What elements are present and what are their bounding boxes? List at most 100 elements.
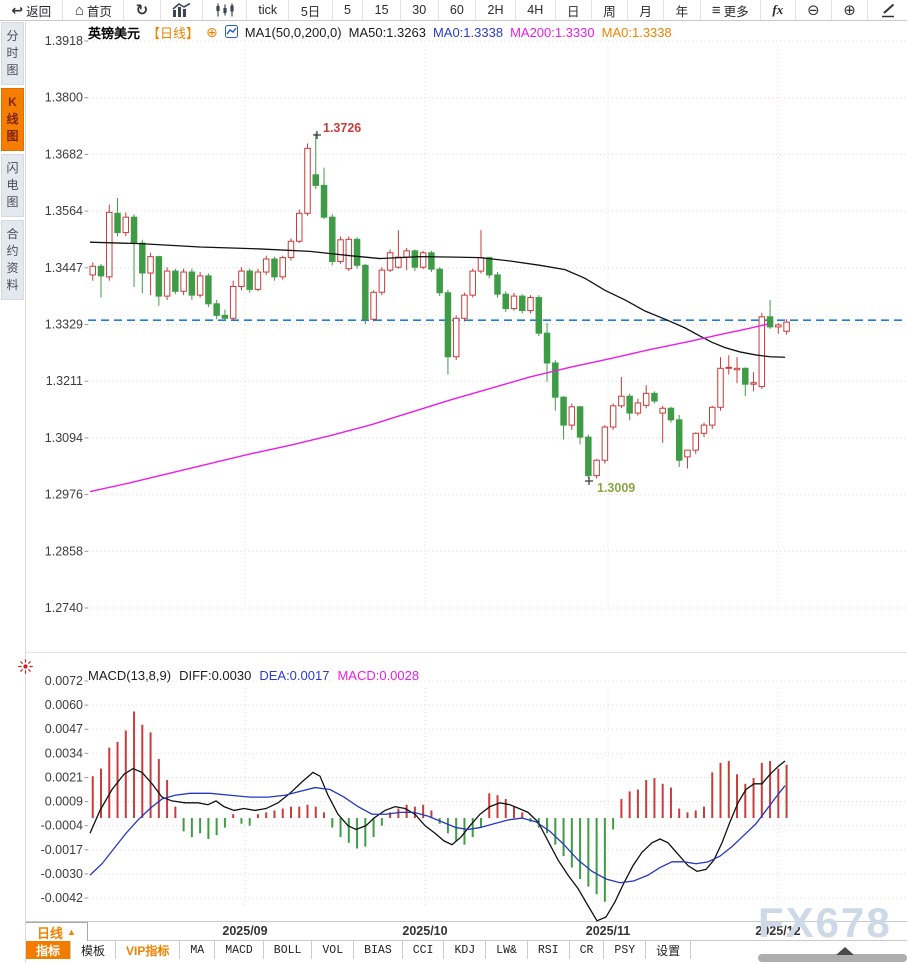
indicator-tab-bar: 指标 模板 VIP指标 MA MACD BOLL VOL BIAS CCI KDJ LW& RSI CR…	[25, 941, 692, 959]
home-button[interactable]: ⌂ 首页	[63, 0, 125, 20]
ma50-line	[89, 241, 786, 358]
macd-histogram	[91, 711, 788, 902]
horizontal-scrollbar[interactable]	[758, 954, 907, 962]
ma200-value: MA200:1.3330	[510, 25, 595, 40]
period-selector-label: 日线	[37, 925, 64, 941]
more-button[interactable]: ≡ 更多	[701, 0, 762, 20]
interval-tick-button[interactable]: tick	[247, 0, 290, 20]
zoom-out-button[interactable]: ⊖	[796, 0, 832, 20]
candles-layer	[89, 133, 790, 479]
svg-text:1.3094: 1.3094	[45, 431, 83, 445]
tab-ma[interactable]: MA	[180, 941, 216, 959]
draw-button[interactable]	[868, 0, 907, 20]
svg-text:1.3682: 1.3682	[45, 147, 83, 161]
chart-type-sidebar: 分 时 图 K 线 图闪 电 图合 约 资 料	[0, 20, 25, 963]
svg-text:0.0047: 0.0047	[45, 722, 83, 736]
svg-text:-0.0004: -0.0004	[41, 819, 83, 833]
add-indicator-icon[interactable]: ⊕	[206, 24, 218, 40]
svg-text:1.2976: 1.2976	[45, 488, 83, 502]
svg-text:-0.0017: -0.0017	[41, 843, 83, 857]
ma50-value: MA50:1.3263	[348, 25, 426, 40]
ma0-orange-value: MA0:1.3338	[601, 25, 672, 40]
sidebar-item-kline-chart[interactable]: K 线 图	[1, 88, 24, 151]
tab-bias[interactable]: BIAS	[354, 941, 403, 959]
macd-formula-label: MACD(13,8,9)	[88, 668, 172, 683]
scrollbar-up-arrow-icon[interactable]	[836, 947, 854, 955]
tab-boll[interactable]: BOLL	[264, 941, 313, 959]
svg-text:1.3564: 1.3564	[45, 204, 83, 218]
svg-text:1.3918: 1.3918	[45, 34, 83, 48]
interval-month-button[interactable]: 月	[628, 0, 665, 20]
svg-text:2025/11: 2025/11	[586, 924, 631, 938]
top-toolbar: ↩ 返回 ⌂ 首页 ↻ tick 5日 5 15 30 60 2H 4H 日周月年 ≡ 更多 fx ⊖ ⊕	[0, 0, 907, 21]
refresh-button[interactable]: ↻	[124, 0, 161, 20]
tab-lw&[interactable]: LW&	[486, 941, 528, 959]
tab-psy[interactable]: PSY	[604, 941, 647, 959]
interval-60-button[interactable]: 60	[439, 0, 477, 20]
tab-vol[interactable]: VOL	[312, 941, 355, 959]
tab-cci[interactable]: CCI	[403, 941, 445, 959]
ma200-line	[89, 323, 769, 493]
interval-4h-button[interactable]: 4H	[516, 0, 556, 20]
svg-text:2025/10: 2025/10	[402, 924, 447, 938]
interval-week-button[interactable]: 周	[592, 0, 629, 20]
sidebar-item-lightning-chart[interactable]: 闪 电 图	[1, 154, 24, 217]
tab-指标[interactable]: 指标	[25, 941, 72, 959]
interval-15-button[interactable]: 15	[363, 0, 401, 20]
tab-kdj[interactable]: KDJ	[444, 941, 487, 959]
symbol-header: 英镑美元 【日线】 ⊕ MA1(50,0,200,0) MA50:1.3263 …	[88, 23, 672, 42]
zoom-in-button[interactable]: ⊕	[832, 0, 869, 20]
fx678-watermark: FX678	[758, 899, 892, 946]
interval-5d-button[interactable]: 5日	[289, 0, 333, 20]
svg-text:0.0072: 0.0072	[45, 674, 83, 688]
svg-text:0.0034: 0.0034	[45, 746, 83, 760]
svg-text:1.3211: 1.3211	[46, 374, 83, 388]
svg-text:0.0021: 0.0021	[45, 770, 83, 784]
ma0-blue-value: MA0:1.3338	[432, 25, 504, 40]
tab-vip指标[interactable]: VIP指标	[116, 941, 181, 959]
sidebar-item-time-chart[interactable]: 分 时 图	[1, 22, 24, 85]
gridlines: 1.3918 1.3800 1.3682 1.3564 1.3447 1.3329 1.32…	[41, 34, 907, 938]
trend-chart-button[interactable]	[161, 0, 204, 20]
macd-dea-value: DEA:0.0017	[259, 668, 330, 683]
svg-text:2025/12: 2025/12	[755, 924, 800, 938]
tab-cr[interactable]: CR	[570, 941, 605, 959]
interval-year-button[interactable]: 年	[664, 0, 701, 20]
svg-text:1.3447: 1.3447	[45, 261, 83, 275]
sidebar-divider	[25, 20, 26, 963]
ma-settings-label: MA1(50,0,200,0)	[244, 25, 342, 40]
interval-30-button[interactable]: 30	[401, 0, 439, 20]
interval-2h-button[interactable]: 2H	[476, 0, 516, 20]
interval-5-button[interactable]: 5	[333, 0, 364, 20]
symbol-name: 英镑美元	[88, 26, 141, 41]
period-tag: 【日线】	[147, 26, 200, 41]
macd-macd-value: MACD:0.0028	[337, 668, 420, 683]
tab-macd[interactable]: MACD	[215, 941, 264, 959]
macd-header: MACD(13,8,9) DIFF:0.0030 DEA:0.0017 MACD…	[88, 668, 419, 683]
tab-rsi[interactable]: RSI	[528, 941, 570, 959]
indicator-settings-sun-icon[interactable]	[18, 659, 33, 679]
svg-text:1.2858: 1.2858	[45, 544, 83, 558]
svg-text:0.0009: 0.0009	[45, 795, 83, 809]
interval-day-button[interactable]: 日	[556, 0, 592, 20]
price-annotation: 1.3009	[597, 481, 635, 495]
chevron-up-icon: ▲	[67, 927, 76, 937]
period-selector[interactable]: 日线 ▲	[25, 922, 88, 942]
svg-text:0.0060: 0.0060	[45, 698, 83, 712]
sidebar-item-contract-info[interactable]: 合 约 资 料	[1, 220, 24, 300]
indicator-fx-button[interactable]: fx	[761, 0, 796, 20]
back-button[interactable]: ↩ 返回	[0, 0, 64, 20]
svg-text:1.3800: 1.3800	[45, 91, 83, 105]
price-annotation: 1.3726	[323, 121, 361, 135]
macd-diff-line	[89, 760, 786, 922]
kline-chart-button[interactable]	[203, 0, 247, 20]
mini-chart-icon	[224, 24, 238, 41]
tab-设置[interactable]: 设置	[646, 941, 692, 959]
svg-text:1.3329: 1.3329	[45, 318, 83, 332]
macd-diff-value: DIFF:0.0030	[179, 668, 252, 683]
svg-text:2025/09: 2025/09	[222, 924, 267, 938]
svg-text:-0.0042: -0.0042	[41, 891, 83, 905]
tab-模板[interactable]: 模板	[71, 941, 117, 959]
